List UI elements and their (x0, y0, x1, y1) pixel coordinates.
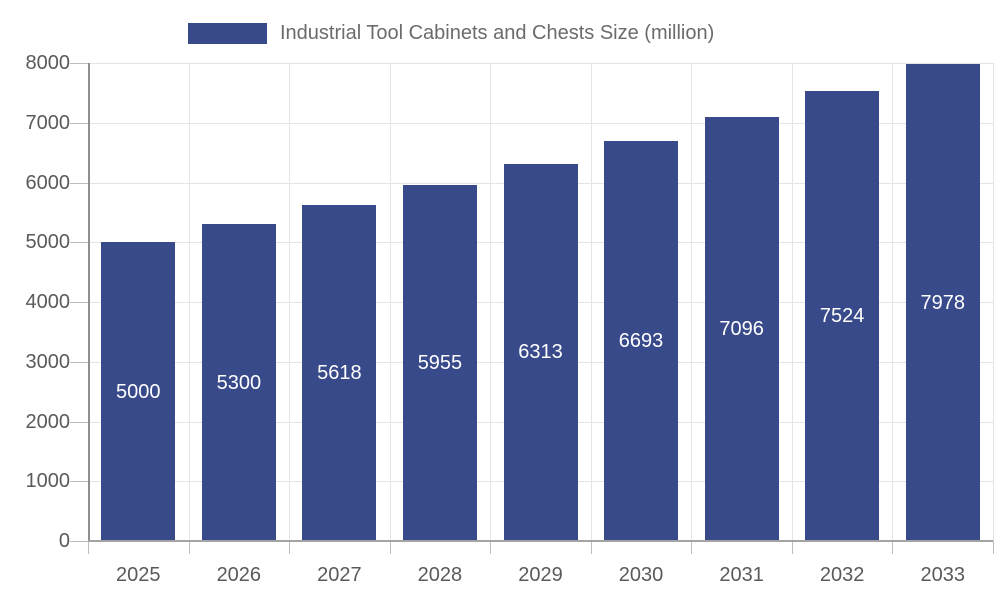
x-tick-label: 2027 (317, 564, 362, 586)
y-tick (70, 362, 88, 363)
v-gridline (792, 63, 793, 541)
y-tick-label: 3000 (25, 351, 71, 373)
y-tick-label: 7000 (25, 112, 71, 134)
x-tick (390, 541, 391, 554)
y-tick-label: 6000 (25, 172, 71, 194)
bar-value-label: 5955 (417, 352, 463, 375)
x-tick-label: 2029 (518, 564, 563, 586)
bar (905, 64, 980, 541)
bar-value-label: 7524 (819, 305, 865, 328)
bar (503, 163, 578, 541)
x-tick-label: 2031 (719, 564, 764, 586)
y-tick (70, 183, 88, 184)
bar (201, 224, 276, 541)
y-tick-label: 1000 (25, 470, 71, 492)
h-gridline (88, 123, 993, 124)
y-tick (70, 422, 88, 423)
x-tick-label: 2033 (920, 564, 965, 586)
legend-item[interactable]: Industrial Tool Cabinets and Chests Size… (188, 22, 714, 45)
bar-value-label: 6693 (618, 330, 664, 353)
x-tick-label: 2026 (216, 564, 262, 586)
v-gridline (993, 63, 994, 541)
y-tick (70, 302, 88, 303)
v-gridline (591, 63, 592, 541)
v-gridline (390, 63, 391, 541)
bar (302, 205, 377, 541)
y-tick (70, 481, 88, 482)
bar-value-label: 7096 (719, 318, 764, 340)
y-tick (70, 541, 88, 542)
x-tick (892, 541, 893, 554)
x-tick-label: 2028 (417, 564, 463, 586)
x-tick (189, 541, 190, 554)
x-tick (289, 541, 290, 554)
x-tick-label: 2025 (116, 564, 161, 586)
bar-value-label: 5000 (116, 380, 161, 403)
x-tick (993, 541, 994, 554)
v-gridline (189, 63, 190, 541)
bar (805, 91, 880, 541)
v-gridline (892, 63, 893, 541)
legend-swatch (188, 23, 267, 44)
x-tick-label: 2030 (618, 564, 664, 586)
x-tick (691, 541, 692, 554)
bar (402, 185, 477, 541)
y-tick-label: 8000 (25, 52, 71, 74)
y-tick-label: 5000 (25, 231, 71, 253)
legend-label: Industrial Tool Cabinets and Chests Size… (280, 22, 715, 44)
bar (704, 117, 779, 541)
bar (604, 141, 679, 541)
x-tick (591, 541, 592, 554)
bar-value-label: 5618 (317, 362, 362, 385)
v-gridline (289, 63, 290, 541)
y-tick-label: 4000 (25, 291, 71, 313)
h-gridline (88, 63, 993, 64)
y-axis-line (88, 63, 90, 541)
v-gridline (691, 63, 692, 541)
y-tick-label: 0 (58, 530, 70, 552)
bar-value-label: 6313 (518, 341, 563, 364)
v-gridline (490, 63, 491, 541)
x-tick-label: 2032 (819, 564, 865, 586)
y-tick (70, 242, 88, 243)
bar-value-label: 5300 (216, 371, 262, 394)
bar (101, 242, 176, 541)
y-tick (70, 63, 88, 64)
x-tick (792, 541, 793, 554)
x-tick (88, 541, 89, 554)
bar-value-label: 7978 (920, 291, 965, 314)
y-tick (70, 123, 88, 124)
x-tick (490, 541, 491, 554)
y-tick-label: 2000 (25, 411, 71, 433)
x-axis-line (88, 540, 993, 542)
